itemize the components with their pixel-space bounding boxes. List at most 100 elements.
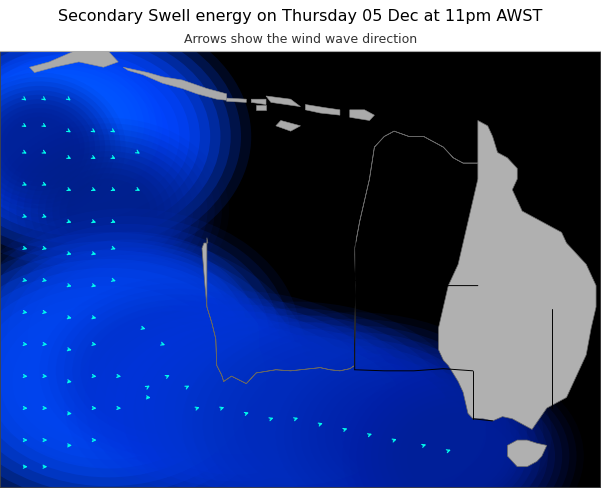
Ellipse shape <box>0 118 229 304</box>
Ellipse shape <box>309 364 519 488</box>
Ellipse shape <box>341 386 486 484</box>
Ellipse shape <box>182 312 527 488</box>
Ellipse shape <box>285 379 424 469</box>
Ellipse shape <box>105 318 368 488</box>
Ellipse shape <box>350 368 576 488</box>
Ellipse shape <box>378 390 548 488</box>
Ellipse shape <box>2 129 215 293</box>
Ellipse shape <box>276 342 552 488</box>
Ellipse shape <box>407 413 519 488</box>
Ellipse shape <box>174 335 416 488</box>
Ellipse shape <box>0 268 266 488</box>
Polygon shape <box>266 96 300 107</box>
Ellipse shape <box>121 333 233 408</box>
Ellipse shape <box>0 95 100 200</box>
Polygon shape <box>305 104 340 115</box>
Ellipse shape <box>0 232 270 446</box>
Ellipse shape <box>47 283 307 459</box>
Polygon shape <box>123 67 227 100</box>
Ellipse shape <box>114 327 242 414</box>
Ellipse shape <box>226 368 365 459</box>
Ellipse shape <box>75 298 398 488</box>
Ellipse shape <box>23 100 95 152</box>
Ellipse shape <box>0 103 90 191</box>
Ellipse shape <box>23 145 193 277</box>
Ellipse shape <box>0 216 290 462</box>
Ellipse shape <box>44 243 251 392</box>
Ellipse shape <box>164 328 427 488</box>
Ellipse shape <box>371 385 555 488</box>
Ellipse shape <box>254 359 456 488</box>
Ellipse shape <box>5 117 75 177</box>
Ellipse shape <box>400 407 526 488</box>
Ellipse shape <box>7 247 249 430</box>
Ellipse shape <box>357 374 569 488</box>
Ellipse shape <box>0 6 251 267</box>
Ellipse shape <box>0 82 120 169</box>
Ellipse shape <box>10 122 69 173</box>
Ellipse shape <box>0 113 79 182</box>
Polygon shape <box>350 110 374 121</box>
Ellipse shape <box>224 339 486 488</box>
Ellipse shape <box>0 90 105 204</box>
Ellipse shape <box>38 157 178 265</box>
Ellipse shape <box>0 51 162 201</box>
Ellipse shape <box>63 256 233 379</box>
Ellipse shape <box>154 322 437 488</box>
Ellipse shape <box>81 269 215 366</box>
Text: Arrows show the wind wave direction: Arrows show the wind wave direction <box>184 34 417 46</box>
Ellipse shape <box>31 151 186 271</box>
Ellipse shape <box>0 240 260 438</box>
Ellipse shape <box>0 294 229 468</box>
Ellipse shape <box>144 315 448 488</box>
Ellipse shape <box>48 278 208 400</box>
Ellipse shape <box>244 352 466 488</box>
Ellipse shape <box>317 369 511 488</box>
Ellipse shape <box>0 45 200 228</box>
Ellipse shape <box>0 14 241 259</box>
Ellipse shape <box>0 86 110 208</box>
Ellipse shape <box>358 397 469 472</box>
Ellipse shape <box>64 291 409 488</box>
Ellipse shape <box>0 250 291 488</box>
Ellipse shape <box>0 53 190 221</box>
Ellipse shape <box>192 319 517 488</box>
Ellipse shape <box>0 208 300 469</box>
Polygon shape <box>276 121 300 131</box>
Ellipse shape <box>0 21 231 251</box>
Ellipse shape <box>0 77 120 217</box>
Ellipse shape <box>105 322 249 420</box>
Ellipse shape <box>343 363 584 488</box>
Ellipse shape <box>94 279 202 357</box>
Ellipse shape <box>414 418 512 488</box>
Ellipse shape <box>97 316 258 425</box>
Polygon shape <box>29 46 118 73</box>
Ellipse shape <box>0 73 126 222</box>
Ellipse shape <box>0 259 278 488</box>
Ellipse shape <box>56 252 239 383</box>
Polygon shape <box>251 99 266 104</box>
Ellipse shape <box>38 270 218 407</box>
Ellipse shape <box>0 99 95 195</box>
Ellipse shape <box>64 294 291 447</box>
Ellipse shape <box>67 179 150 243</box>
Ellipse shape <box>264 366 445 483</box>
Ellipse shape <box>295 386 414 463</box>
Ellipse shape <box>385 396 541 488</box>
Ellipse shape <box>0 277 254 486</box>
Ellipse shape <box>12 312 204 451</box>
Ellipse shape <box>100 283 196 352</box>
Ellipse shape <box>177 364 296 441</box>
Polygon shape <box>202 121 596 429</box>
Ellipse shape <box>236 375 355 452</box>
Ellipse shape <box>136 338 337 468</box>
Ellipse shape <box>45 162 172 260</box>
Ellipse shape <box>11 91 107 161</box>
Ellipse shape <box>334 380 494 488</box>
Ellipse shape <box>0 76 159 197</box>
Polygon shape <box>256 104 266 110</box>
Ellipse shape <box>366 403 462 467</box>
Ellipse shape <box>17 255 239 423</box>
Ellipse shape <box>0 73 132 178</box>
Ellipse shape <box>95 311 378 488</box>
